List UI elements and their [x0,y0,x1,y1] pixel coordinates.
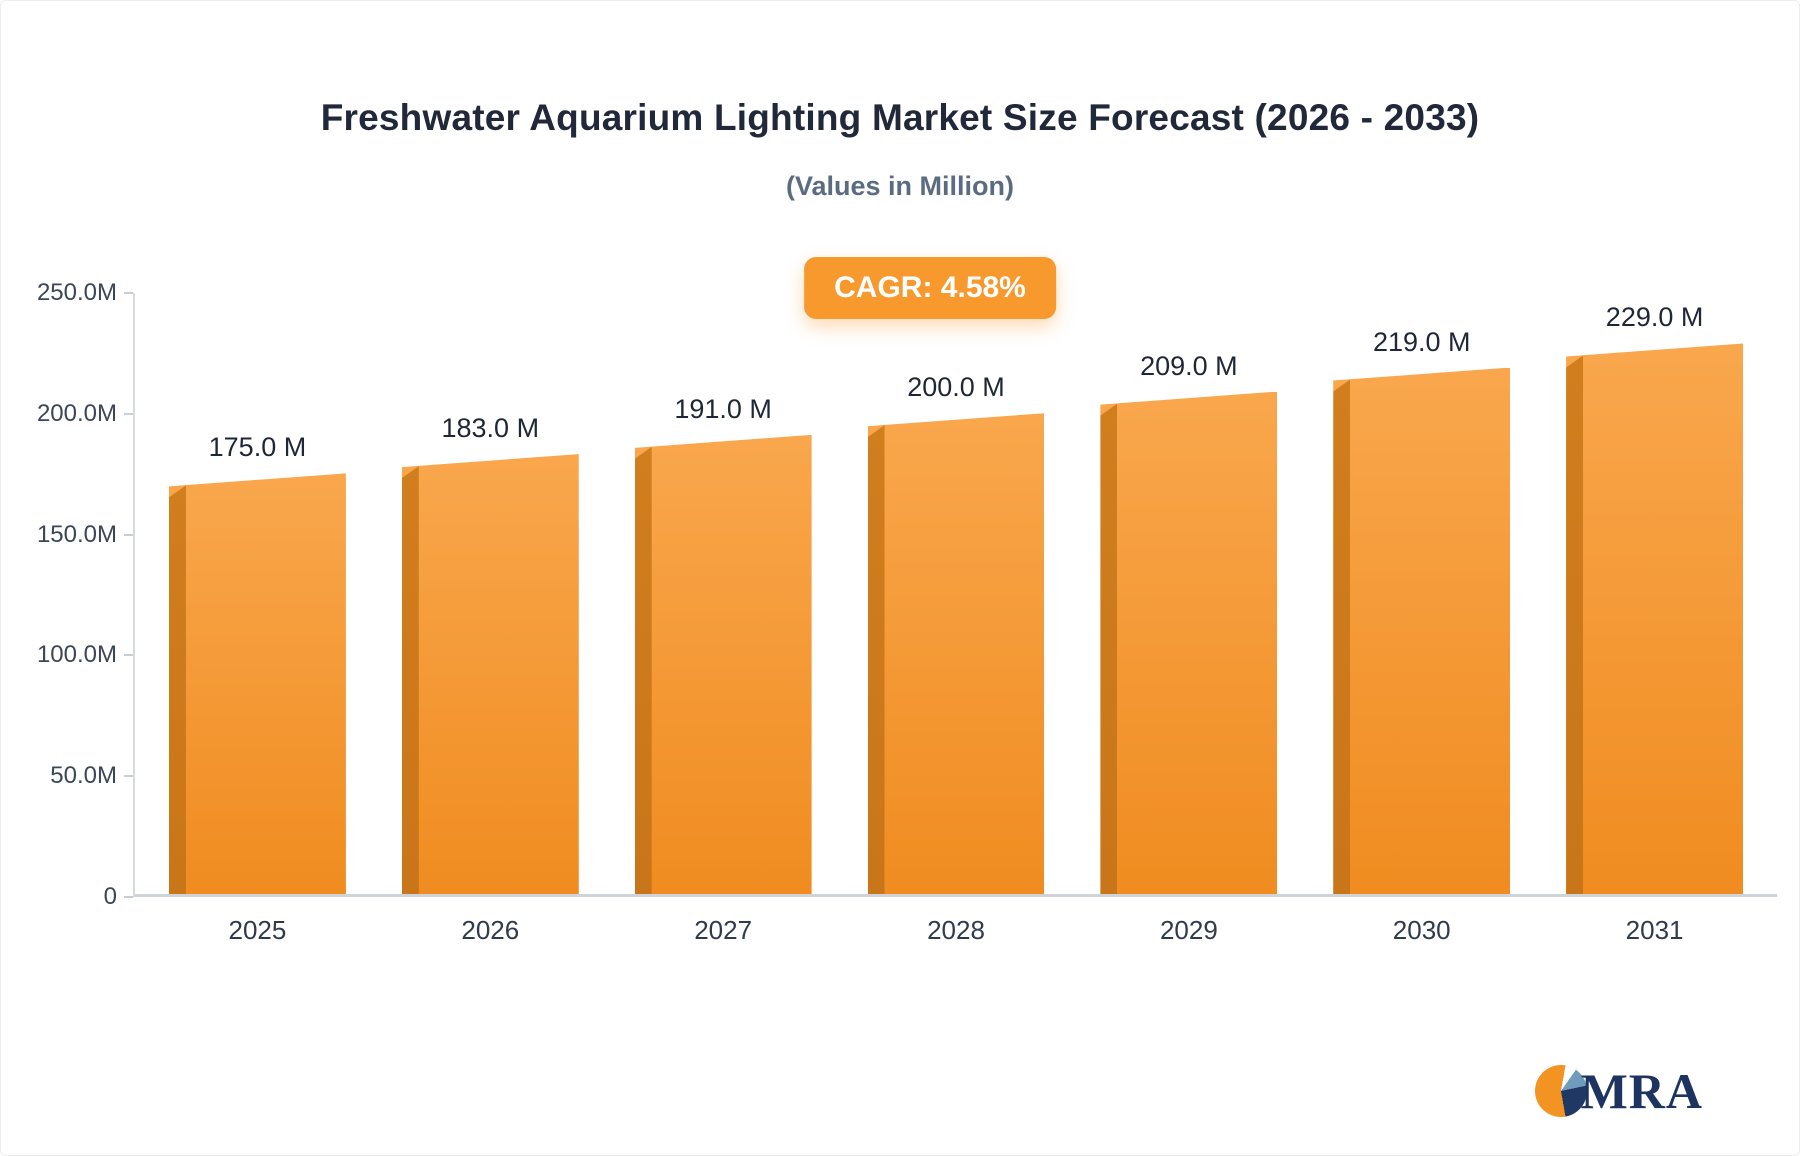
logo-text: MRA [1580,1063,1703,1119]
bar-2026: 183.0 M [401,413,579,894]
bar-group-2030: 219.0 M [1305,293,1538,894]
y-axis-label: 0 [103,883,117,910]
bar-face [401,454,579,894]
x-axis: 2025 2026 2027 2028 2029 2030 2031 [135,915,1777,946]
bar-face [1333,367,1511,894]
bar-group-2029: 209.0 M [1072,293,1305,894]
bar-value-label: 219.0 M [1372,326,1471,357]
y-axis-tick [124,533,133,536]
bar-2031: 229.0 M [1566,302,1744,894]
bar-face [867,413,1045,894]
bar-group-2026: 183.0 M [374,293,607,894]
x-axis-label: 2030 [1392,915,1451,945]
bar-group-2025: 175.0 M [141,293,374,894]
bar-2028: 200.0 M [867,372,1045,894]
y-axis-label: 200.0M [36,399,117,427]
bar-2025: 175.0 M [168,432,346,894]
x-axis-label: 2027 [694,915,753,945]
bar-face [634,434,812,894]
y-axis-tick [124,775,133,778]
bar-face [168,473,346,894]
chart-title: Freshwater Aquarium Lighting Market Size… [320,97,1480,138]
x-axis-label: 2029 [1159,915,1218,945]
cagr-badge: CAGR: 4.58% [804,257,1056,319]
pie-logo-icon [1534,1065,1587,1117]
y-axis-label: 150.0M [36,520,117,548]
y-axis-label: 50.0M [50,762,117,790]
bar-face [1566,343,1744,894]
x-axis-label: 2031 [1625,915,1684,945]
y-axis-label-row: 200.0M [37,400,133,428]
bar-2030: 219.0 M [1333,327,1511,894]
chart-area: 250.0M 200.0M 150.0M 100.0M 50.0M 0 175.0 M 18… [25,279,1777,946]
x-axis-label: 2025 [228,915,287,945]
chart-subtitle: (Values in Million) [785,171,1015,201]
bar-value-label: 209.0 M [1140,350,1238,381]
bar-value-label: 183.0 M [441,413,540,444]
x-axis-label: 2026 [461,915,520,945]
bar-value-label: 175.0 M [208,432,307,463]
bar-group-2027: 191.0 M [607,293,840,894]
y-axis-tick [124,292,133,294]
x-axis-label: 2028 [927,915,985,945]
y-axis-label-row: 250.0M [37,279,133,307]
y-axis-tick [124,412,133,415]
bar-group-2028: 200.0 M [840,293,1073,894]
y-axis-label-row: 100.0M [37,641,133,669]
y-axis-label-row: 150.0M [37,521,133,549]
y-axis-tick [124,654,133,657]
y-axis-label: 100.0M [36,641,117,669]
bar-face [1100,391,1278,894]
y-axis-label-row: 50.0M [50,762,133,790]
bar-value-label: 191.0 M [674,393,772,424]
bar-2029: 209.0 M [1100,351,1278,894]
plot-area: 175.0 M 183.0 M 191.0 M 200.0 M 209.0 M 219.0… [133,293,1777,897]
bar-value-label: 200.0 M [907,372,1005,403]
mra-logo: MRA [1534,1063,1703,1119]
bar-2027: 191.0 M [634,394,812,894]
y-axis: 250.0M 200.0M 150.0M 100.0M 50.0M 0 [25,279,133,910]
bar-group-2031: 229.0 M [1538,293,1771,894]
bar-value-label: 229.0 M [1605,302,1704,333]
y-axis-label-row: 0 [104,883,133,911]
y-axis-label: 250.0M [36,279,117,306]
y-axis-tick [124,896,133,898]
